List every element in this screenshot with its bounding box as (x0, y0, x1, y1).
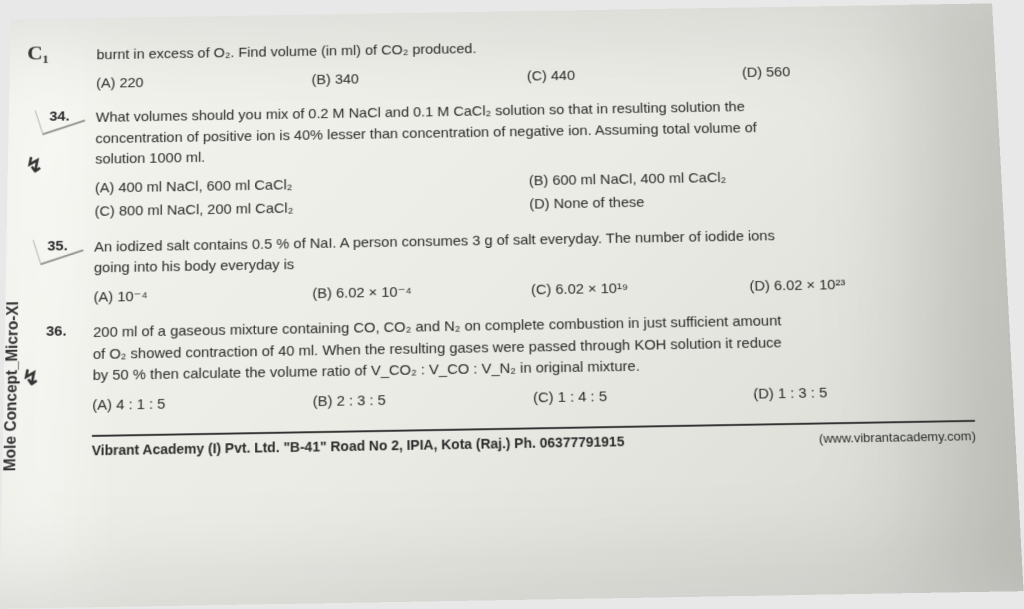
stem-line: by 50 % then calculate the volume ratio … (93, 358, 640, 384)
question-36: 36. ↯ 200 ml of a gaseous mixture contai… (92, 308, 974, 418)
option-d: (D) 560 (742, 57, 958, 84)
annotation-mark: C₁ (27, 41, 49, 65)
footer-address: Vibrant Academy (I) Pvt. Ltd. "B-41" Roa… (92, 434, 625, 459)
question-stem: What volumes should you mix of 0.2 M NaC… (95, 94, 961, 171)
option-d: (D) 1 : 3 : 5 (753, 378, 974, 406)
option-a: (A) 220 (96, 68, 312, 95)
option-b: (B) 340 (312, 65, 528, 92)
option-c: (C) 440 (527, 61, 743, 88)
worksheet-page: Mole Concept_Micro-XI C₁ burnt in excess… (0, 3, 1024, 608)
stem-line: solution 1000 ml. (95, 150, 205, 168)
annotation-mark: ↯ (25, 153, 43, 177)
footer: Vibrant Academy (I) Pvt. Ltd. "B-41" Roa… (92, 420, 976, 458)
annotation-mark: ↯ (21, 366, 40, 391)
stem-line: going into his body everyday is (94, 257, 294, 276)
option-c: (C) 1 : 4 : 5 (533, 382, 754, 410)
question-34: 34. ↯ What volumes should you mix of 0.2… (94, 94, 964, 224)
options-row: (A) 400 ml NaCl, 600 ml CaCl₂ (B) 600 ml… (94, 162, 964, 224)
stem-line: An iodized salt contains 0.5 % of NaI. A… (94, 228, 775, 255)
question-stem: 200 ml of a gaseous mixture containing C… (92, 308, 972, 387)
option-a: (A) 10⁻⁴ (93, 282, 312, 310)
option-d: (D) 6.02 × 10²³ (749, 270, 968, 298)
question-35: 35. An iodized salt contains 0.5 % of Na… (93, 222, 968, 309)
sidebar-label: Mole Concept_Micro-XI (2, 301, 23, 471)
question-number: 36. (46, 323, 67, 340)
question-number: 35. (47, 238, 68, 254)
footer-url: (www.vibrantacademy.com) (819, 429, 976, 446)
option-c: (C) 6.02 × 10¹⁹ (531, 274, 750, 302)
question-number: 34. (49, 109, 69, 125)
option-a: (A) 4 : 1 : 5 (92, 389, 313, 417)
question-stem: An iodized salt contains 0.5 % of NaI. A… (94, 222, 967, 279)
option-b: (B) 6.02 × 10⁻⁴ (312, 278, 531, 306)
question-33: C₁ burnt in excess of O₂. Find volume (i… (96, 31, 958, 95)
option-b: (B) 2 : 3 : 5 (313, 386, 534, 414)
